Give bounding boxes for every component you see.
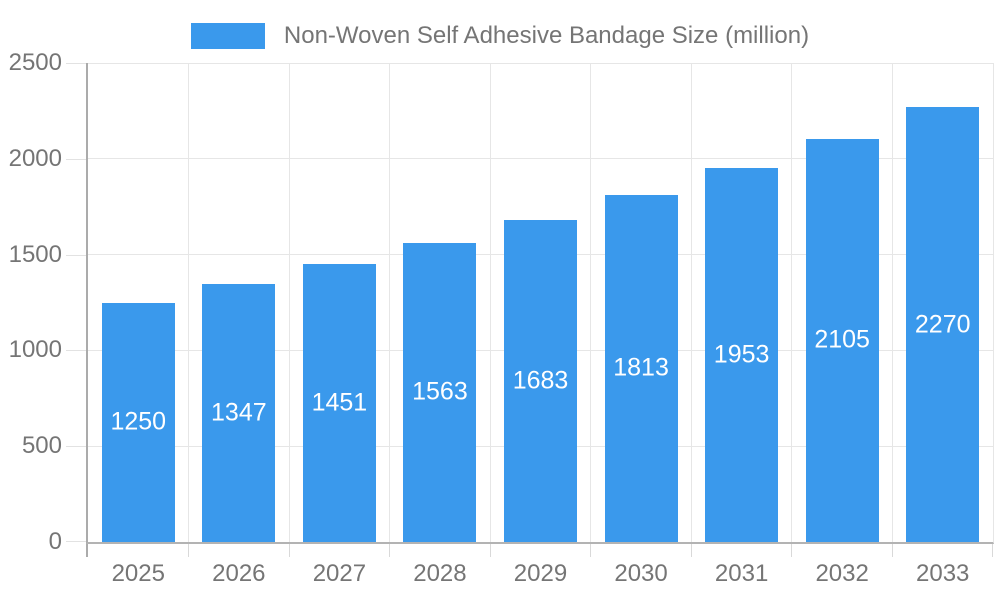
y-axis-tick-label: 0 [48, 528, 62, 555]
bar-value-label: 1563 [412, 377, 468, 406]
y-axis-tick-label: 2000 [8, 144, 62, 172]
bar-value-label: 2105 [814, 325, 870, 354]
h-gridline [88, 63, 993, 64]
x-axis-tick-label: 2030 [614, 560, 668, 587]
bar-value-label: 1250 [110, 407, 167, 436]
bar[interactable]: 1347 [202, 283, 276, 542]
v-gridline [891, 63, 893, 542]
bar[interactable]: 1813 [604, 194, 678, 542]
y-axis-tick [66, 350, 86, 352]
legend-label: Non-Woven Self Adhesive Bandage Size (mi… [283, 22, 810, 49]
y-axis-tick-label: 500 [21, 432, 62, 460]
x-axis-tick [991, 544, 993, 557]
bar[interactable]: 2105 [805, 138, 879, 542]
bar-value-label: 1953 [713, 340, 770, 369]
x-axis-tick [690, 544, 692, 557]
y-axis-tick-label: 1000 [8, 336, 62, 364]
x-axis-tick [389, 544, 391, 557]
v-gridline [590, 63, 592, 542]
v-gridline [690, 63, 692, 542]
bar[interactable]: 1563 [403, 242, 477, 542]
v-gridline [389, 63, 391, 542]
x-axis-tick-label: 2032 [815, 560, 869, 587]
y-axis-tick [66, 254, 86, 256]
y-axis-tick [66, 541, 86, 542]
x-axis-tick [590, 544, 592, 557]
x-axis-tick-label: 2031 [714, 560, 769, 587]
x-axis-tick [188, 544, 190, 557]
bar-value-label: 1813 [613, 353, 669, 382]
x-axis-tick-label: 2026 [212, 560, 266, 587]
x-axis-tick-label: 2028 [413, 560, 467, 587]
x-axis-tick [288, 544, 290, 557]
bar[interactable]: 1683 [504, 219, 577, 542]
y-axis-tick [66, 158, 86, 160]
h-gridline [88, 158, 993, 160]
bar[interactable]: 1451 [302, 264, 376, 542]
x-axis-tick [489, 544, 491, 557]
bar-value-label: 1451 [311, 388, 368, 417]
y-axis-tick [66, 63, 86, 64]
bar-value-label: 1347 [211, 398, 267, 427]
legend-swatch [190, 23, 265, 49]
v-gridline [288, 63, 290, 542]
plot-area: 0 500 1000 1500 2000 2500 1250 2025 1347 2026 1451… [9, 51, 994, 586]
bar[interactable]: 1250 [101, 302, 175, 542]
bar[interactable]: 1953 [705, 167, 779, 542]
x-axis-tick-label: 2029 [513, 560, 568, 587]
y-axis-tick-label: 1500 [8, 240, 62, 268]
x-axis-tick [891, 544, 893, 557]
y-axis-tick [66, 446, 86, 448]
v-gridline [791, 63, 793, 542]
x-axis-tick [86, 544, 88, 557]
x-axis-tick [791, 544, 793, 557]
bar-value-label: 1683 [512, 366, 569, 395]
v-gridline [188, 63, 190, 542]
bar-value-label: 2270 [914, 310, 971, 339]
v-gridline [489, 63, 491, 542]
x-axis-tick-label: 2025 [111, 560, 165, 587]
y-axis-tick-label: 2500 [8, 49, 62, 76]
x-axis-tick-label: 2027 [312, 560, 367, 587]
chart-legend[interactable]: Non-Woven Self Adhesive Bandage Size (mi… [0, 22, 1000, 50]
x-axis-tick-label: 2033 [916, 560, 970, 587]
bar[interactable]: 2270 [906, 107, 980, 542]
